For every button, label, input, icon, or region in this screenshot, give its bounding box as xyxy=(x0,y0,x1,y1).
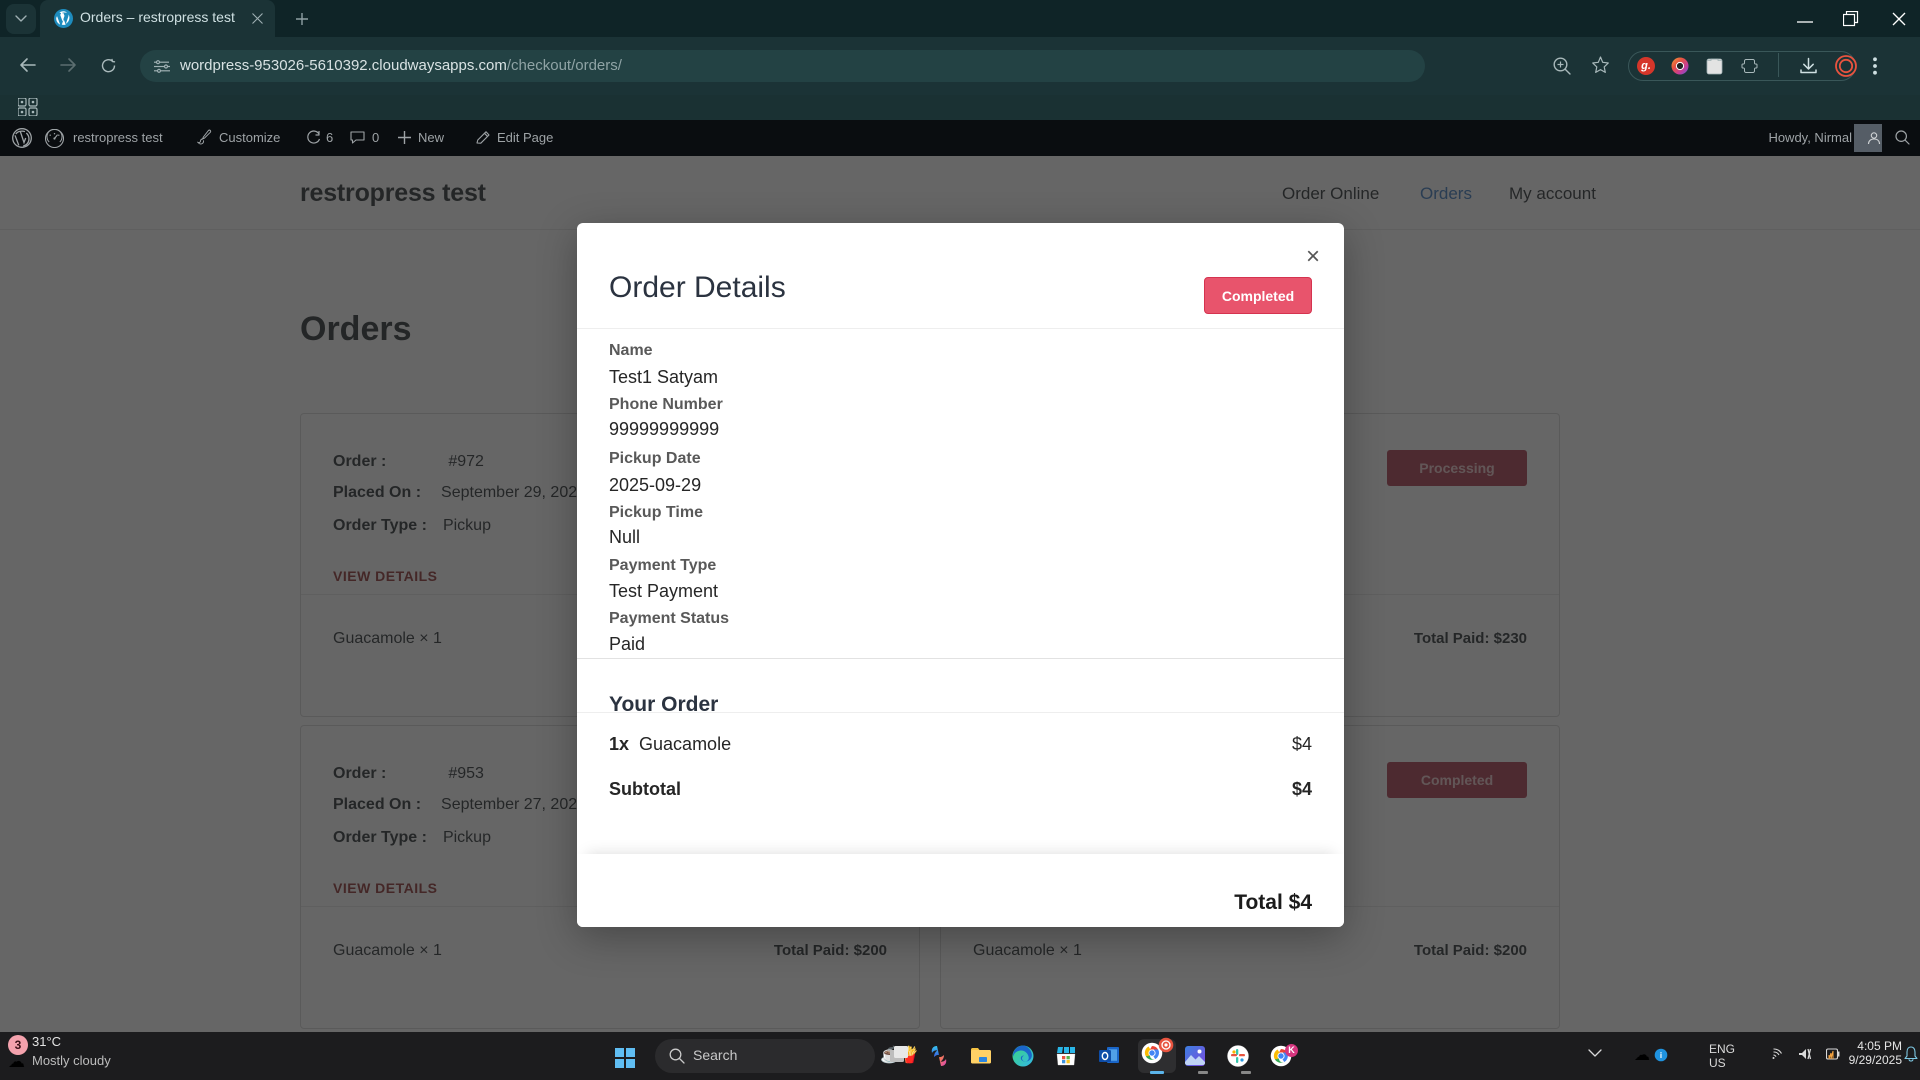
svg-text:i: i xyxy=(1660,1051,1662,1060)
